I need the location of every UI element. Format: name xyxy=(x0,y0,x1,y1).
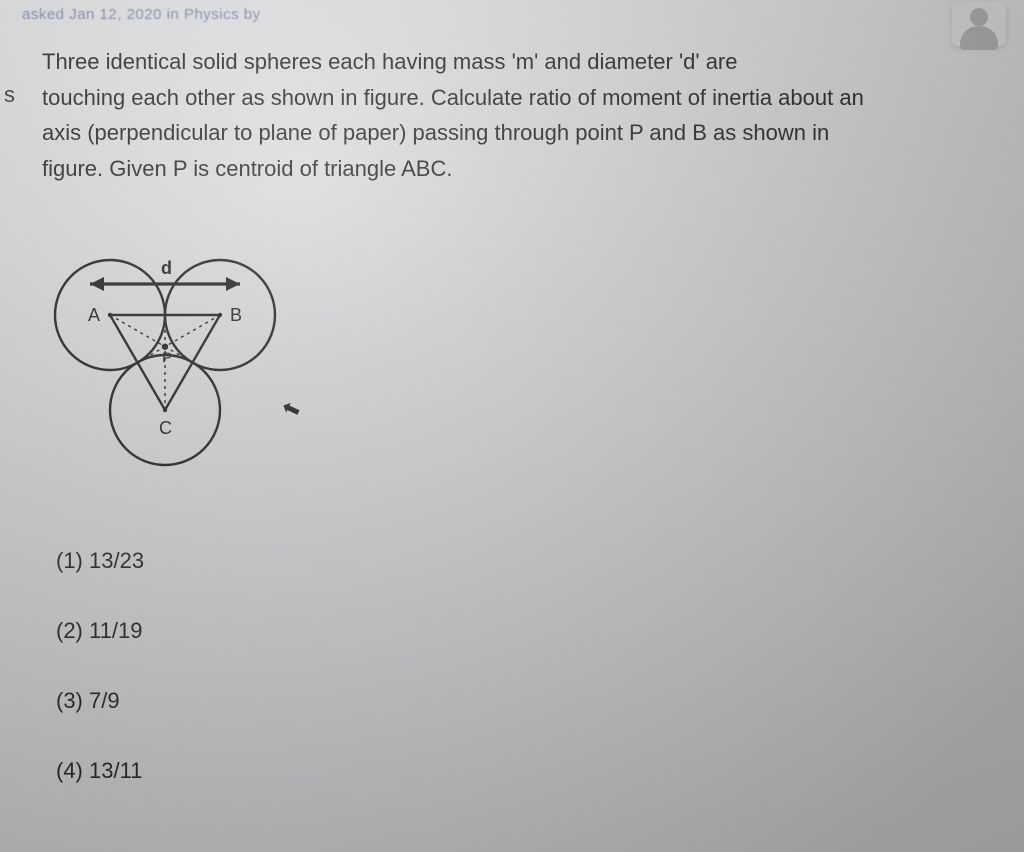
option-3[interactable]: (3) 7/9 xyxy=(56,688,144,714)
problem-line: axis (perpendicular to plane of paper) p… xyxy=(42,120,829,145)
svg-text:C: C xyxy=(159,418,172,438)
option-num: (3) xyxy=(56,688,83,713)
options-list: (1) 13/23 (2) 11/19 (3) 7/9 (4) 13/11 xyxy=(56,548,144,784)
option-val: 13/23 xyxy=(89,548,144,573)
option-num: (2) xyxy=(56,618,83,643)
svg-text:B: B xyxy=(230,305,242,325)
option-val: 7/9 xyxy=(89,688,120,713)
option-2[interactable]: (2) 11/19 xyxy=(56,618,144,644)
cropped-header-text: asked Jan 12, 2020 in Physics by xyxy=(22,6,261,23)
option-val: 11/19 xyxy=(89,618,142,643)
svg-text:P: P xyxy=(162,350,172,367)
problem-line: touching each other as shown in figure. … xyxy=(42,85,864,110)
option-4[interactable]: (4) 13/11 xyxy=(56,758,144,784)
option-num: (4) xyxy=(56,758,83,783)
option-1[interactable]: (1) 13/23 xyxy=(56,548,144,574)
side-marker: s xyxy=(4,82,15,108)
avatar xyxy=(952,2,1006,46)
problem-line: Three identical solid spheres each havin… xyxy=(42,49,738,74)
svg-text:d: d xyxy=(161,258,172,278)
problem-statement: Three identical solid spheres each havin… xyxy=(42,44,962,187)
option-val: 13/11 xyxy=(89,758,142,783)
figure: dABCP ⬉ xyxy=(30,220,320,510)
svg-text:A: A xyxy=(88,305,100,325)
option-num: (1) xyxy=(56,548,83,573)
problem-line: figure. Given P is centroid of triangle … xyxy=(42,156,452,181)
spheres-diagram: d A B C P xyxy=(30,220,320,510)
